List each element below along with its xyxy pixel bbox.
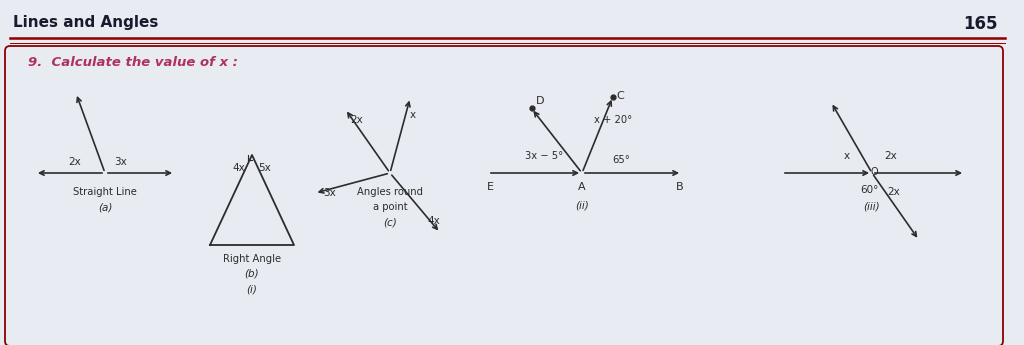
Text: A: A [579, 182, 586, 192]
Text: 60°: 60° [860, 185, 879, 195]
Text: 3x: 3x [115, 157, 127, 167]
Text: x: x [844, 151, 850, 161]
Text: Straight Line: Straight Line [73, 187, 137, 197]
Text: B: B [676, 182, 684, 192]
Text: 3x: 3x [323, 188, 336, 198]
Text: (ii): (ii) [575, 200, 589, 210]
Text: Right Angle: Right Angle [223, 254, 281, 264]
Text: 65°: 65° [612, 155, 630, 165]
Text: D: D [536, 96, 544, 106]
Text: 4x: 4x [428, 216, 440, 226]
Text: 3x − 5°: 3x − 5° [525, 151, 563, 161]
Text: (a): (a) [98, 202, 113, 212]
Text: Angles round: Angles round [357, 187, 423, 197]
Text: 4x: 4x [232, 163, 245, 173]
Text: x: x [410, 110, 416, 120]
Text: a point: a point [373, 202, 408, 212]
Text: 5x: 5x [258, 163, 270, 173]
Text: Lines and Angles: Lines and Angles [13, 15, 159, 30]
Text: (b): (b) [245, 269, 259, 279]
Text: C: C [616, 91, 625, 101]
Text: 9.  Calculate the value of x :: 9. Calculate the value of x : [28, 56, 238, 69]
FancyBboxPatch shape [5, 46, 1002, 345]
Text: E: E [486, 182, 494, 192]
Text: (i): (i) [247, 284, 257, 294]
Text: 2x: 2x [887, 187, 900, 197]
Text: O: O [870, 167, 878, 177]
Text: 2x: 2x [69, 157, 81, 167]
Text: 165: 165 [964, 15, 998, 33]
Text: 2x: 2x [884, 151, 897, 161]
Text: 2x: 2x [350, 115, 362, 125]
Text: (c): (c) [383, 217, 397, 227]
Text: x + 20°: x + 20° [594, 115, 632, 125]
Text: (iii): (iii) [863, 201, 881, 211]
